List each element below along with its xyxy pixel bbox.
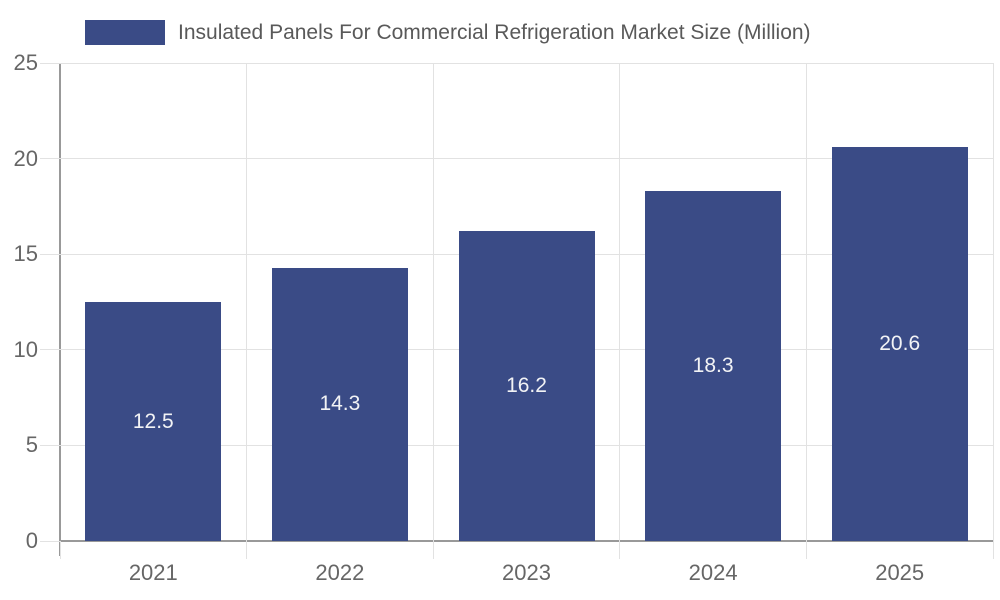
y-tick xyxy=(40,158,60,160)
y-tick xyxy=(40,540,60,542)
y-tick-label: 25 xyxy=(13,50,38,75)
y-tick xyxy=(40,349,60,351)
gridline-horizontal xyxy=(60,158,993,160)
y-tick xyxy=(40,444,60,446)
gridline-vertical xyxy=(246,63,248,541)
x-tick xyxy=(246,541,248,559)
bar-value-label: 14.3 xyxy=(319,392,361,416)
bar xyxy=(85,302,222,541)
gridline-vertical xyxy=(432,63,434,541)
x-tick-label: 2023 xyxy=(502,560,551,585)
legend: Insulated Panels For Commercial Refriger… xyxy=(85,20,811,45)
bar xyxy=(645,191,782,541)
y-tick-label: 0 xyxy=(25,528,38,553)
x-axis-line xyxy=(60,540,993,542)
x-tick-label: 2021 xyxy=(128,560,178,585)
x-tick-label: 2022 xyxy=(315,560,365,585)
y-tick-label: 5 xyxy=(25,432,38,458)
y-tick-label: 20 xyxy=(13,145,38,171)
x-tick xyxy=(805,541,807,559)
gridline-vertical xyxy=(619,63,621,541)
x-tick xyxy=(992,541,994,559)
x-tick-label: 2024 xyxy=(688,560,738,585)
legend-swatch xyxy=(85,20,165,45)
gridline-vertical xyxy=(805,63,807,541)
bar-value-label: 20.6 xyxy=(879,332,921,356)
bar-value-label: 16.2 xyxy=(506,374,547,398)
gridline-horizontal xyxy=(60,62,993,64)
bar xyxy=(271,267,408,541)
x-tick xyxy=(432,541,434,559)
y-tick-label: 15 xyxy=(13,241,38,267)
x-tick xyxy=(59,541,61,559)
x-tick xyxy=(619,541,621,559)
bar xyxy=(831,147,968,541)
gridline-vertical xyxy=(992,63,994,541)
bar-value-label: 12.5 xyxy=(132,409,174,433)
bar-value-label: 18.3 xyxy=(692,354,734,378)
x-tick-label: 2025 xyxy=(875,560,925,585)
bar xyxy=(458,231,595,541)
y-tick xyxy=(40,253,60,255)
y-tick-label: 10 xyxy=(13,336,38,362)
y-tick xyxy=(40,62,60,64)
legend-label: Insulated Panels For Commercial Refriger… xyxy=(178,21,811,44)
y-axis-line xyxy=(59,63,61,556)
